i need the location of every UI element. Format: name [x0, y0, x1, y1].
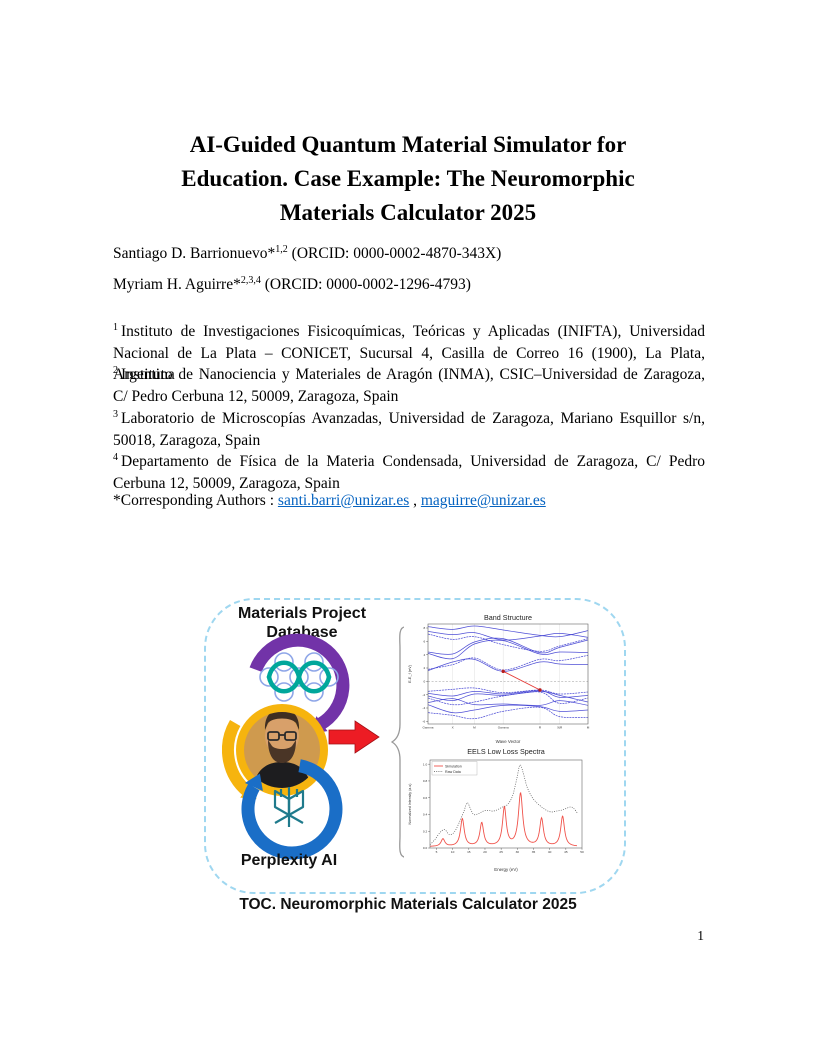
- perplexity-logo-icon: [273, 787, 305, 827]
- affiliation-text: Instituto de Investigaciones Fisicoquími…: [113, 323, 705, 384]
- svg-text:30: 30: [516, 850, 520, 854]
- svg-text:10: 10: [451, 850, 455, 854]
- svg-text:15: 15: [467, 850, 471, 854]
- svg-text:0.4: 0.4: [423, 813, 428, 817]
- affiliation-text: Laboratorio de Microscopías Avanzadas, U…: [113, 410, 705, 449]
- svg-text:0: 0: [423, 679, 425, 683]
- svg-text:50: 50: [580, 850, 584, 854]
- svg-text:-2: -2: [422, 693, 425, 697]
- svg-text:5: 5: [436, 850, 438, 854]
- svg-text:20: 20: [483, 850, 487, 854]
- svg-text:2: 2: [423, 666, 425, 670]
- author-line: Myriam H. Aguirre*2,3,4 (ORCID: 0000-000…: [113, 267, 705, 298]
- author-name: Myriam H. Aguirre*: [113, 276, 241, 294]
- svg-text:Energy (eV): Energy (eV): [494, 867, 518, 872]
- paper-title: AI-Guided Quantum Material Simulator for…: [0, 128, 816, 230]
- affiliation-marker: 1: [113, 322, 118, 333]
- svg-text:4: 4: [423, 653, 425, 657]
- author-affiliation-marks: 1,2: [275, 244, 288, 255]
- affiliation-marker: 4: [113, 452, 118, 463]
- affiliation-text: Instituto de Nanociencia y Materiales de…: [113, 366, 705, 405]
- svg-text:6: 6: [423, 639, 425, 643]
- page-number: 1: [697, 928, 704, 943]
- perplexity-label: Perplexity AI: [240, 852, 338, 869]
- affiliation-1: 1 Instituto de Investigaciones Fisicoquím…: [113, 317, 705, 386]
- author-orcid: (ORCID: 0000-0002-1296-4793): [260, 276, 471, 294]
- band-structure-chart: Band Structure Gamma X M Gamma R X|R M 8 6 4 2 0 -2 -4…: [404, 612, 596, 746]
- affiliation-2: 2 Instituto de Nanociencia y Materiales d…: [113, 360, 705, 407]
- svg-text:M: M: [473, 726, 476, 730]
- svg-text:R: R: [539, 726, 542, 730]
- toc-caption: TOC. Neuromorphic Materials Calculator 2…: [239, 896, 577, 913]
- svg-text:40: 40: [548, 850, 552, 854]
- affiliation-3: 3 Laboratorio de Microscopías Avanzadas, …: [113, 404, 705, 451]
- svg-text:0.8: 0.8: [423, 779, 428, 783]
- svg-text:0.2: 0.2: [423, 829, 428, 833]
- affiliation-marker: 2: [113, 365, 118, 376]
- title-line-2: Education. Case Example: The Neuromorphi…: [181, 166, 635, 191]
- svg-text:X: X: [452, 726, 454, 730]
- svg-text:Simulation: Simulation: [445, 764, 462, 768]
- affiliation-text: Departamento de Física de la Materia Con…: [113, 453, 705, 492]
- title-line-1: AI-Guided Quantum Material Simulator for: [189, 132, 627, 157]
- svg-text:8: 8: [423, 626, 425, 630]
- affiliation-4: 4 Departamento de Física de la Materia Co…: [113, 447, 705, 494]
- author-name: Santiago D. Barrionuevo*: [113, 245, 276, 263]
- red-arrow-icon: [328, 720, 380, 754]
- svg-text:-4: -4: [422, 706, 425, 710]
- blue-cycle-arrow-icon: [241, 759, 343, 860]
- eels-spectra-chart: EELS Low Loss Spectra 5 10 15 20 25 30 35 40 45 50…: [404, 746, 596, 874]
- svg-text:25: 25: [499, 850, 503, 854]
- svg-text:M: M: [587, 726, 590, 730]
- email-separator: ,: [409, 492, 421, 509]
- svg-text:Wave Vector: Wave Vector: [496, 739, 521, 744]
- corresponding-prefix: *Corresponding Authors :: [113, 492, 278, 509]
- svg-text:0.6: 0.6: [423, 796, 428, 800]
- email-link-2[interactable]: maguirre@unizar.es: [420, 492, 546, 509]
- materials-project-logo-icon: [259, 652, 339, 702]
- svg-text:1.0: 1.0: [423, 762, 428, 766]
- svg-text:Gamma: Gamma: [422, 726, 433, 730]
- svg-text:Raw Data: Raw Data: [445, 770, 461, 774]
- curly-brace-icon: [391, 626, 406, 858]
- title-line-3: Materials Calculator 2025: [279, 200, 537, 225]
- svg-text:Band Structure: Band Structure: [484, 613, 532, 622]
- author-affiliation-marks: 2,3,4: [240, 275, 261, 287]
- svg-text:EELS Low Loss Spectra: EELS Low Loss Spectra: [467, 747, 545, 756]
- corresponding-authors: *Corresponding Authors : santi.barri@uni…: [113, 492, 705, 510]
- email-link-1[interactable]: santi.barri@unizar.es: [277, 492, 410, 509]
- svg-text:X|R: X|R: [557, 726, 563, 730]
- svg-text:E-E_f (eV): E-E_f (eV): [408, 664, 412, 682]
- author-list: Santiago D. Barrionuevo*1,2 (ORCID: 0000…: [113, 236, 705, 298]
- svg-text:Normalized Intensity (a.u): Normalized Intensity (a.u): [408, 784, 412, 825]
- svg-text:0.0: 0.0: [423, 846, 428, 850]
- svg-text:Gamma: Gamma: [498, 726, 509, 730]
- author-orcid: (ORCID: 0000-0002-4870-343X): [287, 245, 502, 263]
- svg-text:-6: -6: [422, 719, 425, 723]
- svg-text:35: 35: [532, 850, 536, 854]
- svg-text:45: 45: [564, 850, 568, 854]
- author-line: Santiago D. Barrionuevo*1,2 (ORCID: 0000…: [113, 236, 705, 267]
- affiliation-marker: 3: [113, 409, 118, 420]
